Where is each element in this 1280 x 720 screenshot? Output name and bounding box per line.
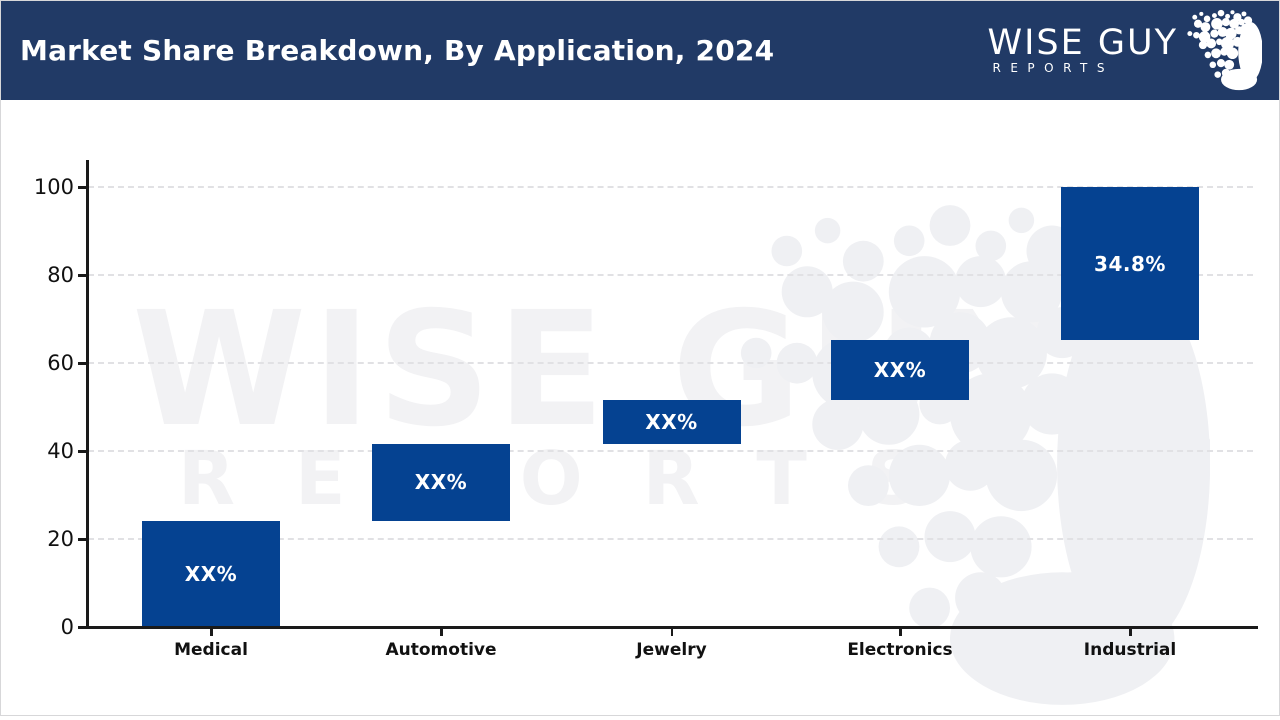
gridline-y-40 <box>88 450 1253 452</box>
page-title: Market Share Breakdown, By Application, … <box>20 33 775 67</box>
x-category-label: Industrial <box>1083 640 1177 660</box>
y-tick-label: 60 <box>47 351 74 375</box>
gridline-y-80 <box>88 274 1253 276</box>
x-category-label: Automotive <box>385 640 497 660</box>
gridline-y-20 <box>88 538 1253 540</box>
bar-industrial: 34.8% <box>1061 187 1199 341</box>
y-tick-label: 20 <box>47 527 74 551</box>
bar-medical: XX% <box>142 520 280 627</box>
x-tick-mark <box>899 629 902 636</box>
brand-name: WISE GUY <box>987 22 1178 63</box>
bar-automotive: XX% <box>372 443 510 521</box>
brand-logo: WISE GUY REPORTS <box>987 8 1262 92</box>
y-tick-label: 80 <box>47 263 74 287</box>
y-tick-mark <box>78 538 88 541</box>
x-category-label: Jewelry <box>636 640 707 660</box>
y-tick-mark <box>78 450 88 453</box>
y-tick-mark <box>78 274 88 277</box>
y-tick-label: 0 <box>60 615 74 639</box>
bar-value-label: XX% <box>184 561 238 586</box>
y-tick-label: 100 <box>33 175 74 199</box>
gridline-y-60 <box>88 362 1253 364</box>
y-axis-spine <box>86 160 89 629</box>
y-tick-mark <box>78 186 88 189</box>
bar-value-label: XX% <box>873 357 927 382</box>
bar-electronics: XX% <box>831 340 969 400</box>
bar-jewelry: XX% <box>602 399 741 444</box>
x-category-label: Medical <box>174 640 248 660</box>
y-tick-mark <box>78 362 88 365</box>
brand-subtitle: REPORTS <box>992 61 1114 76</box>
brand-head-dots-icon <box>1187 9 1262 91</box>
x-tick-mark <box>1129 629 1132 636</box>
bar-value-label: XX% <box>414 470 468 495</box>
x-category-label: Electronics <box>847 640 953 660</box>
brand-logo-text: WISE GUY REPORTS <box>987 22 1178 76</box>
x-tick-mark <box>210 629 213 636</box>
x-axis-spine <box>86 626 1258 629</box>
x-tick-mark <box>670 629 673 636</box>
x-tick-mark <box>440 629 443 636</box>
y-tick-mark <box>78 626 88 629</box>
bar-value-label: 34.8% <box>1094 251 1166 276</box>
bar-value-label: XX% <box>645 409 698 434</box>
y-tick-label: 40 <box>47 439 74 463</box>
header-bar: Market Share Breakdown, By Application, … <box>0 0 1280 100</box>
gridline-y-100 <box>88 186 1253 188</box>
